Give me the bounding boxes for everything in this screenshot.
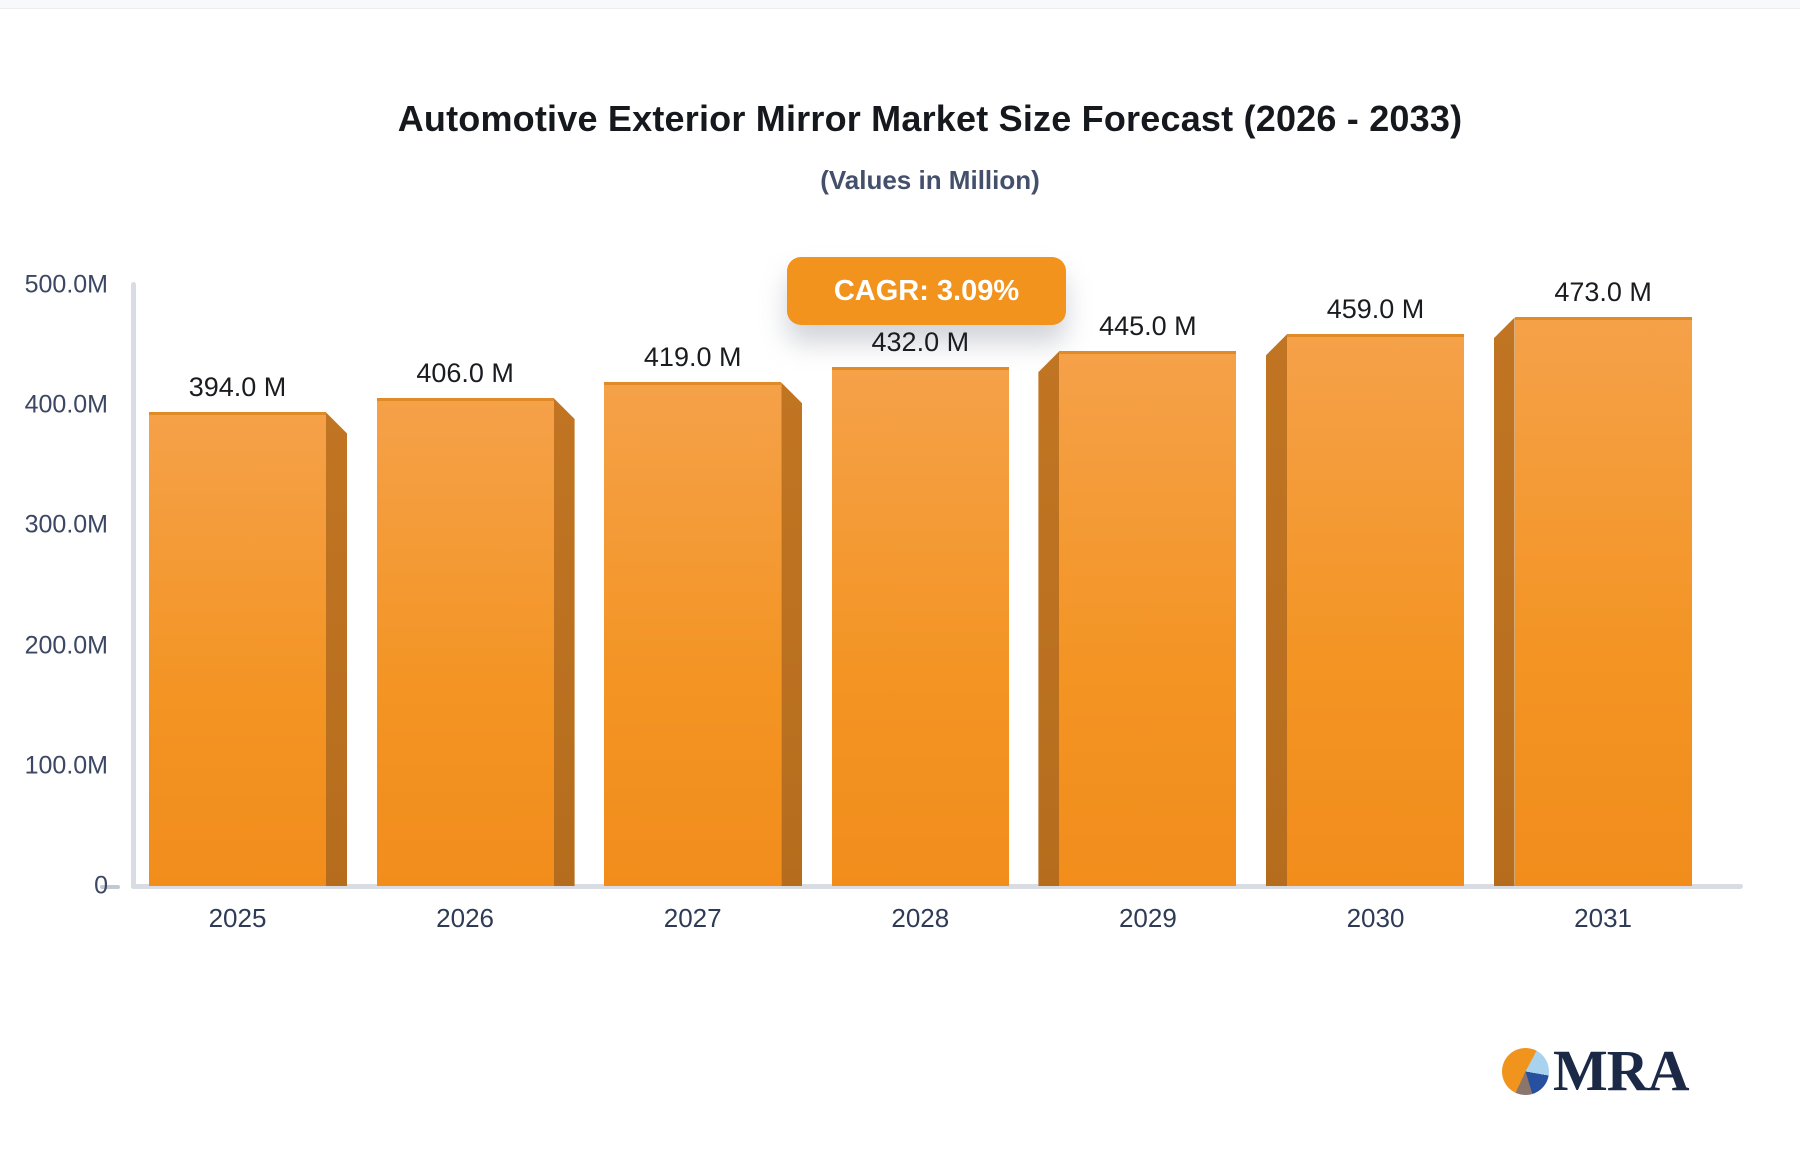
page-top-border <box>0 0 1800 9</box>
y-axis-tick-label: 0 <box>94 871 108 900</box>
x-axis-tick-label: 2028 <box>891 903 950 933</box>
x-axis-line <box>131 884 1743 889</box>
bar-value-label: 406.0 M <box>416 357 514 388</box>
bar-value-label: 473.0 M <box>1554 277 1652 308</box>
bar-2029 <box>1059 351 1237 886</box>
bar-side-face <box>781 382 803 886</box>
pie-chart-icon <box>1502 1047 1549 1095</box>
bar-value-label: 419.0 M <box>643 342 742 373</box>
bar-2028 <box>831 366 1009 886</box>
x-axis-tick-label: 2026 <box>436 903 495 933</box>
bar-value-label: 394.0 M <box>188 372 287 403</box>
bar-value-label: 445.0 M <box>1099 311 1197 342</box>
y-axis-tick-label: 300.0M <box>24 510 108 539</box>
bar-value-label: 459.0 M <box>1326 294 1425 325</box>
mra-logo: MRA <box>1502 1038 1690 1104</box>
bar-side-face <box>1493 317 1515 886</box>
bar-2027 <box>604 382 782 886</box>
bar-side-face <box>326 412 347 886</box>
x-axis-tick-label: 2027 <box>663 903 722 933</box>
zero-tick-mark <box>100 885 120 889</box>
logo-text: MRA <box>1553 1038 1690 1103</box>
x-axis-tick-label: 2031 <box>1574 903 1633 933</box>
bar-2025 <box>149 412 326 886</box>
y-axis-tick-label: 500.0M <box>24 270 108 299</box>
chart-title: Automotive Exterior Mirror Market Size F… <box>397 98 1463 139</box>
x-axis-tick-label: 2030 <box>1346 903 1405 933</box>
y-axis-line <box>131 282 136 889</box>
x-axis-tick-label: 2025 <box>208 903 267 933</box>
y-axis-tick-label: 400.0M <box>24 390 108 419</box>
chart-subtitle: (Values in Million) <box>820 165 1040 195</box>
bar-2030 <box>1287 334 1464 886</box>
bar-side-face <box>1038 351 1060 886</box>
bar-side-face <box>553 397 575 886</box>
y-axis-tick-label: 100.0M <box>24 751 108 780</box>
y-axis-tick-label: 200.0M <box>24 631 108 660</box>
bar-side-face <box>1266 334 1287 886</box>
bar-2031 <box>1514 317 1692 886</box>
cagr-badge: CAGR: 3.09% <box>787 257 1066 325</box>
bar-2026 <box>376 397 554 886</box>
bar-value-label: 432.0 M <box>871 326 970 357</box>
x-axis-tick-label: 2029 <box>1118 903 1177 933</box>
cagr-badge-label: CAGR: 3.09% <box>833 274 1020 307</box>
